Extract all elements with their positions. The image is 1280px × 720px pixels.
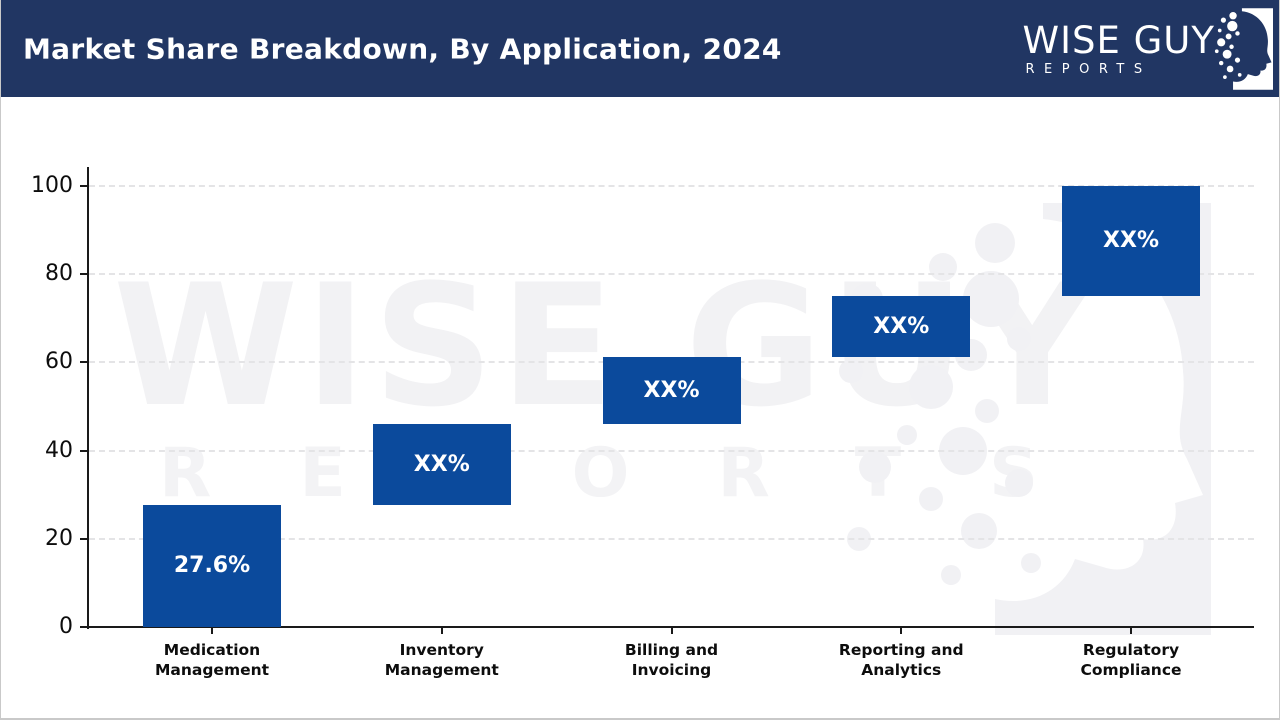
- y-tick-0: [80, 626, 87, 628]
- x-axis-line: [87, 626, 1254, 628]
- x-category-label-2: Inventory Management: [384, 641, 499, 679]
- wiseguy-head-icon: [1214, 8, 1273, 90]
- brand-subtitle: REPORTS: [1025, 62, 1152, 77]
- x-tick-5: [1130, 628, 1132, 634]
- bar-segment-5: [1062, 186, 1200, 297]
- gridline-y-20: [89, 537, 1254, 540]
- bar-value-label-2: XX%: [413, 451, 470, 477]
- y-tick-label-80: 80: [45, 261, 73, 287]
- y-tick-100: [80, 185, 87, 187]
- y-tick-80: [80, 273, 87, 276]
- bar-value-label-1: 27.6%: [173, 553, 251, 579]
- x-tick-3: [670, 628, 673, 634]
- bar-value-label-3: XX%: [643, 377, 700, 403]
- y-tick-60: [80, 361, 87, 364]
- header-bar: Market Share Breakdown, By Application, …: [1, 0, 1279, 97]
- y-tick-label-0: 0: [59, 614, 73, 639]
- x-tick-4: [900, 628, 903, 634]
- y-tick-label-100: 100: [31, 173, 73, 198]
- x-category-label-1: Medication Management: [154, 641, 270, 679]
- y-axis-line: [87, 167, 89, 629]
- y-tick-label-40: 40: [45, 437, 73, 463]
- x-tick-2: [440, 628, 443, 634]
- brand-logo: WISE GUY REPORTS: [1023, 6, 1273, 92]
- gridline-y-80: [89, 273, 1254, 276]
- bar-value-label-5: XX%: [1103, 228, 1159, 254]
- bar-segment-4: [832, 296, 971, 358]
- y-tick-label-60: 60: [45, 349, 73, 375]
- gridline-y-100: [89, 185, 1254, 187]
- y-tick-20: [80, 537, 87, 540]
- x-category-label-5: Regulatory Compliance: [1080, 641, 1182, 679]
- y-tick-40: [80, 449, 87, 452]
- bar-value-label-4: XX%: [873, 313, 930, 339]
- bar-segment-2: [372, 424, 511, 506]
- x-category-label-4: Reporting and Analytics: [838, 641, 964, 679]
- bar-segment-3: [602, 357, 741, 425]
- bar-segment-1: [143, 505, 281, 627]
- chart-title: Market Share Breakdown, By Application, …: [23, 32, 782, 65]
- x-category-label-3: Billing and Invoicing: [624, 641, 719, 679]
- brand-name: WISE GUY: [1022, 19, 1215, 62]
- x-tick-1: [211, 628, 213, 634]
- brand-text: WISE GUY REPORTS: [1023, 22, 1215, 76]
- y-tick-label-20: 20: [45, 525, 73, 551]
- gridline-y-40: [89, 449, 1254, 452]
